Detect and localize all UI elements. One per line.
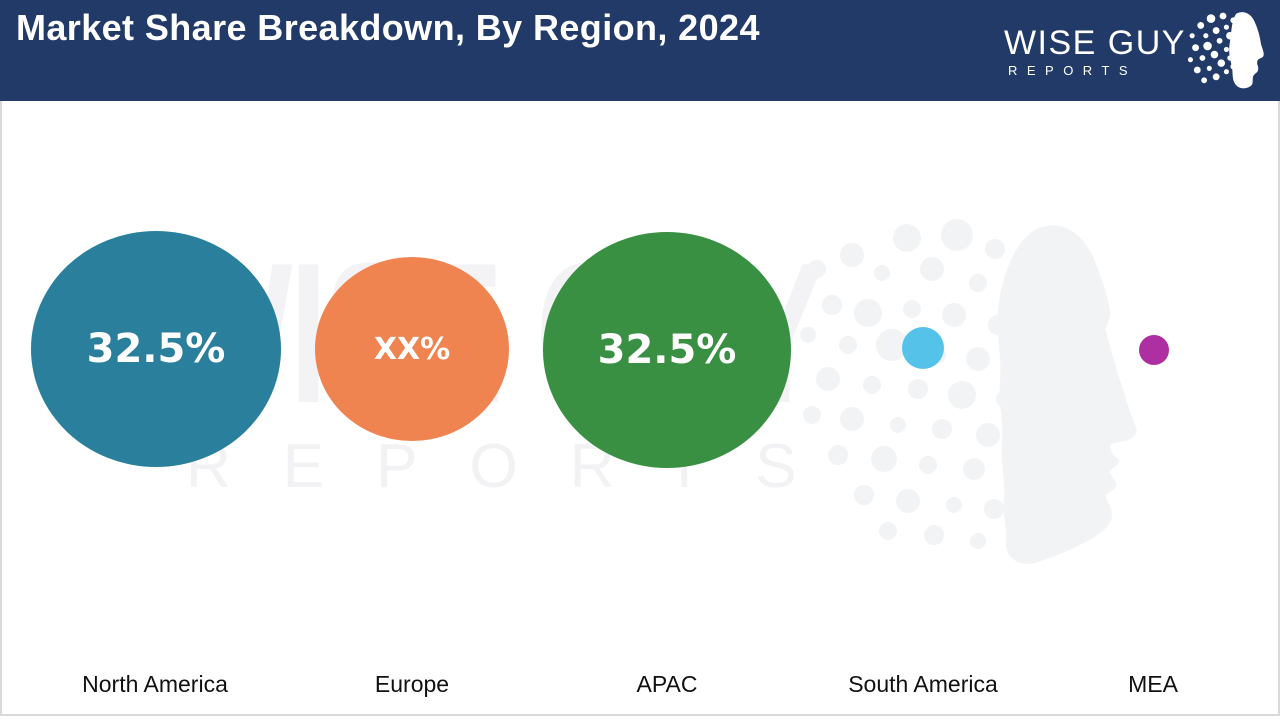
logo-text: WISE GUY REPORTS [1004, 26, 1186, 78]
wise-guy-logo: WISE GUY REPORTS [1004, 10, 1266, 94]
region-label-south-america: South America [848, 671, 998, 697]
logo-name: WISE GUY [1003, 24, 1186, 62]
bubble-europe-value: XX% [373, 331, 451, 367]
bubble-apac: 32.5% [543, 232, 791, 468]
bubble-europe: XX% [315, 257, 509, 441]
bubble-north-america-value: 32.5% [86, 326, 226, 372]
bubble-mea [1139, 335, 1169, 365]
bubble-south-america [902, 327, 944, 369]
region-label-europe: Europe [374, 671, 450, 697]
page-title: Market Share Breakdown, By Region, 2024 [16, 7, 760, 48]
watermark-face-icon [800, 219, 1137, 564]
region-label-apac: APAC [636, 671, 698, 697]
logo-face-icon [1187, 12, 1264, 89]
bubble-north-america: 32.5% [31, 231, 281, 467]
region-label-north-america: North America [82, 671, 228, 697]
bubble-apac-value: 32.5% [597, 327, 737, 373]
header-bar: Market Share Breakdown, By Region, 2024 … [0, 0, 1280, 101]
chart-area: WISE GUY REPORTS 32.5% XX% 32.5 [0, 101, 1280, 716]
region-label-mea: MEA [1128, 671, 1178, 697]
watermark-reports: REPORTS [186, 432, 849, 501]
logo-subtitle: REPORTS [1007, 63, 1138, 78]
